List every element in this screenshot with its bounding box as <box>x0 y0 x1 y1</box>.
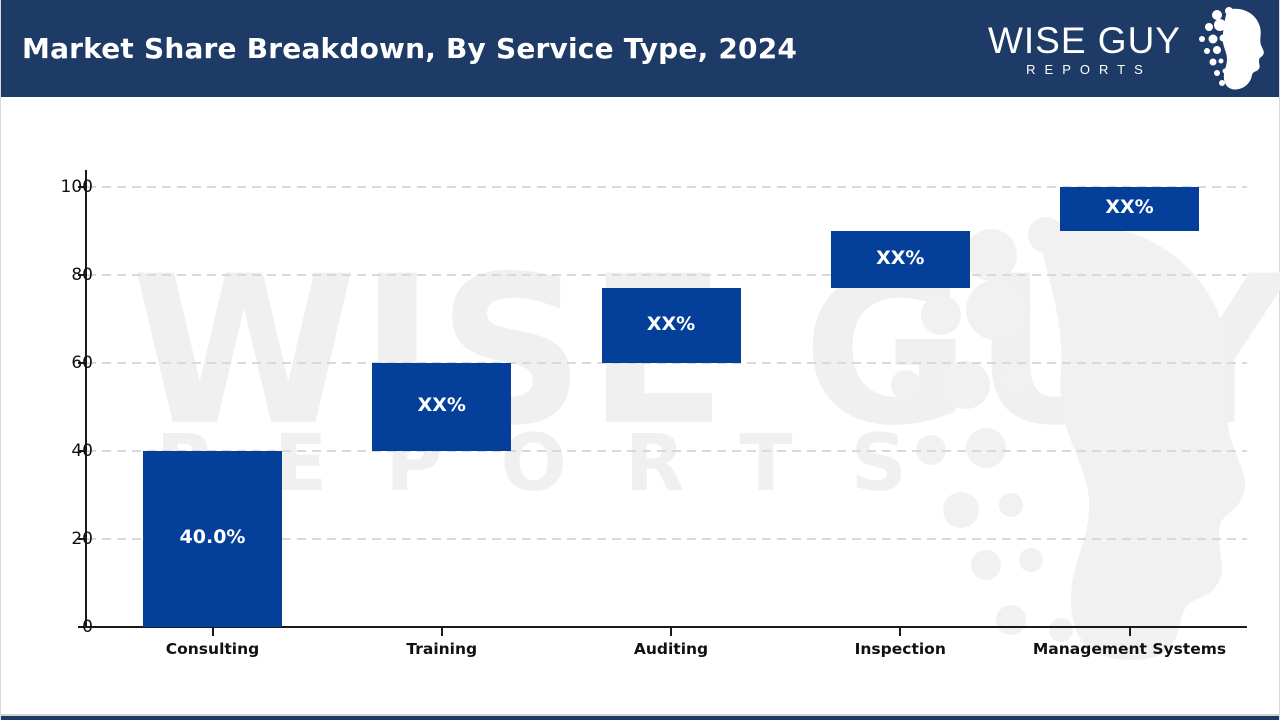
bar-consulting[interactable] <box>143 451 282 627</box>
x-tick-mark <box>1128 628 1131 636</box>
bar-value-label: XX% <box>417 394 466 416</box>
y-tick-label: 40 <box>71 441 93 461</box>
page-title: Market Share Breakdown, By Service Type,… <box>22 32 798 65</box>
gridline <box>87 186 1247 188</box>
footer-bar <box>1 716 1279 720</box>
x-tick-label-auditing: Auditing <box>633 640 709 658</box>
bottom-border <box>1 714 1279 716</box>
y-tick-mark <box>78 538 86 540</box>
y-tick-mark <box>78 362 86 364</box>
bar-training[interactable] <box>372 363 512 451</box>
gridline <box>87 362 1247 364</box>
x-tick-mark <box>211 628 214 636</box>
wiseguy-face-icon <box>1199 6 1264 90</box>
gridline <box>87 450 1247 452</box>
bar-auditing[interactable] <box>601 288 741 363</box>
x-tick-label-training: Training <box>406 640 478 658</box>
x-axis-line <box>85 626 1247 628</box>
y-tick-label: 80 <box>71 265 93 285</box>
bar-inspection[interactable] <box>830 231 970 289</box>
bar-value-label: 40.0% <box>179 526 246 548</box>
header: Market Share Breakdown, By Service Type,… <box>1 0 1279 97</box>
logo-subtitle: REPORTS <box>1026 61 1152 77</box>
x-tick-mark <box>670 628 672 636</box>
x-tick-mark <box>899 628 902 636</box>
y-tick-mark <box>78 626 86 628</box>
y-tick-label: 100 <box>60 177 93 197</box>
bar-value-label: XX% <box>1105 196 1154 218</box>
logo-wordmark: WISE GUY <box>987 19 1181 61</box>
wiseguy-logo-text: WISE GUY REPORTS <box>988 22 1181 76</box>
y-tick-mark <box>78 186 86 188</box>
gridline <box>87 274 1247 276</box>
bar-value-label: XX% <box>876 246 925 269</box>
y-tick-label: 0 <box>82 617 93 637</box>
wiseguy-logo: WISE GUY REPORTS <box>988 5 1265 93</box>
y-axis-line <box>85 170 87 628</box>
x-tick-label-management-systems: Management Systems <box>1032 640 1227 658</box>
x-tick-label-consulting: Consulting <box>165 640 260 658</box>
y-tick-mark <box>78 450 86 452</box>
bar-management-systems[interactable] <box>1060 187 1199 231</box>
bar-value-label: XX% <box>646 312 696 335</box>
y-tick-label: 60 <box>71 353 93 373</box>
x-tick-mark <box>440 628 443 636</box>
y-tick-label: 20 <box>71 529 93 549</box>
x-tick-label-inspection: Inspection <box>854 640 946 658</box>
gridline <box>87 538 1247 540</box>
y-tick-mark <box>78 274 86 276</box>
